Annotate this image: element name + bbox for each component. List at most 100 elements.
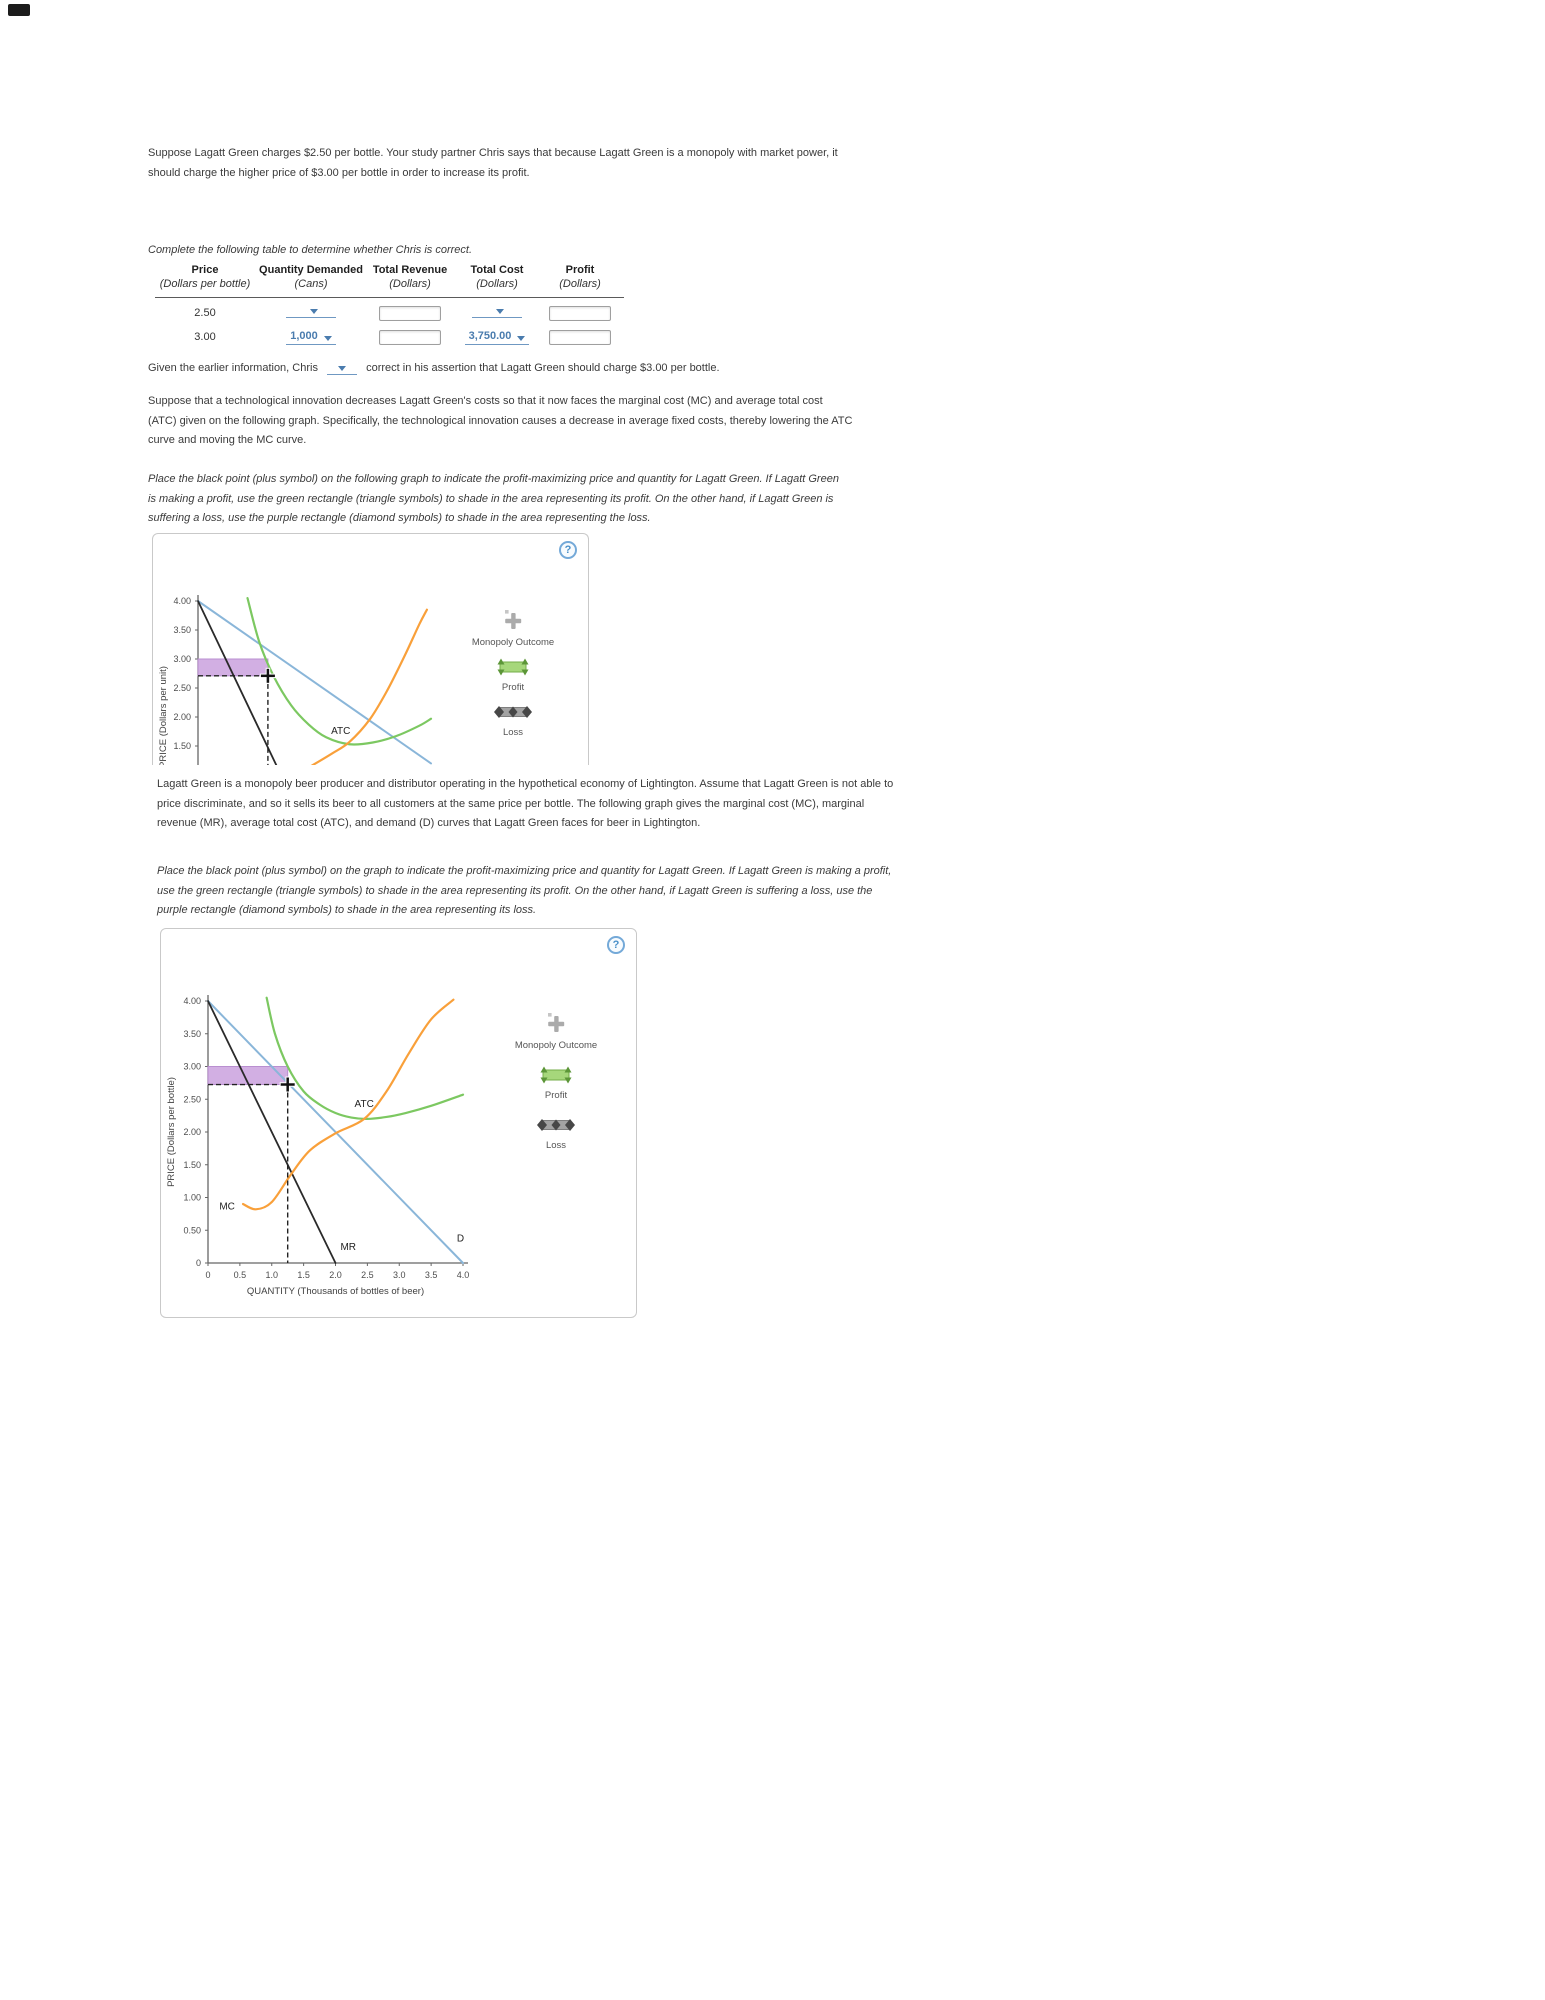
chris-statement-before: Given the earlier information, Chris <box>148 362 318 374</box>
svg-text:3.5: 3.5 <box>425 1270 438 1280</box>
price-value-row2: 3.00 <box>194 331 216 343</box>
svg-text:3.50: 3.50 <box>183 1029 201 1039</box>
legend-item-monopoly-outcome[interactable]: Monopoly Outcome <box>515 1011 597 1051</box>
graph-tool-legend: Monopoly Outcome Profit Loss <box>496 1011 616 1165</box>
col-header-title: Total Cost <box>470 264 524 276</box>
svg-text:1.5: 1.5 <box>297 1270 310 1280</box>
legend-label: Profit <box>544 1090 568 1101</box>
svg-text:2.50: 2.50 <box>183 1094 201 1104</box>
table-instruction: Complete the following table to determin… <box>148 244 473 256</box>
legend-item-profit[interactable]: Profit <box>538 1065 574 1101</box>
svg-text:MC: MC <box>219 1201 235 1212</box>
monopoly-graph-svg[interactable]: 4.00 3.50 3.00 2.50 2.00 1.50 1.00 0.50 00 0.5 1.0… <box>161 929 638 1319</box>
profit-icon <box>495 657 531 677</box>
svg-text:1.50: 1.50 <box>173 741 191 751</box>
col-header-title: Quantity Demanded <box>259 264 363 276</box>
table-row: 3.00 1,000 3,750.00 <box>155 328 624 346</box>
legend-item-loss[interactable]: Loss <box>536 1115 576 1151</box>
total-cost-dropdown-row2[interactable]: 3,750.00 <box>464 329 530 345</box>
innovation-graph-panel: ? 4.00 3.50 3.00 2.50 2.00 1.50 PRICE (Dollars… <box>152 533 589 765</box>
graph-tool-legend: Monopoly Outcome Profit Loss <box>453 608 573 747</box>
svg-text:2.00: 2.00 <box>173 712 191 722</box>
svg-text:ATC: ATC <box>355 1099 374 1110</box>
help-icon[interactable]: ? <box>559 541 577 559</box>
legend-item-monopoly-outcome[interactable]: Monopoly Outcome <box>472 608 554 648</box>
svg-text:3.0: 3.0 <box>393 1270 406 1280</box>
svg-text:2.00: 2.00 <box>183 1127 201 1137</box>
total-revenue-input-row1[interactable] <box>379 305 441 321</box>
svg-text:QUANTITY (Thousands of bottles: QUANTITY (Thousands of bottles of beer) <box>247 1286 424 1297</box>
price-value-row1: 2.50 <box>194 307 216 319</box>
dropdown-value: 1,000 <box>290 329 318 342</box>
svg-text:1.0: 1.0 <box>265 1270 278 1280</box>
col-header-title: Total Revenue <box>372 264 448 276</box>
chris-statement-after: correct in his assertion that Lagatt Gre… <box>366 362 720 374</box>
col-header-units: (Dollars per bottle) <box>159 278 251 290</box>
col-header-units: (Dollars) <box>559 278 601 290</box>
question-table: Price (Dollars per bottle) Quantity Dema… <box>155 263 624 346</box>
col-header-title: Price <box>191 264 219 276</box>
monopoly-outcome-icon <box>544 1011 568 1035</box>
quantity-dropdown-row2[interactable]: 1,000 <box>286 330 336 345</box>
dropdown-value: 3,750.00 <box>468 329 512 342</box>
svg-text:D: D <box>457 1233 464 1244</box>
loss-icon <box>536 1115 576 1135</box>
table-header-row: Price (Dollars per bottle) Quantity Dema… <box>155 263 624 298</box>
monopoly-outcome-icon <box>501 608 525 632</box>
chris-statement: Given the earlier information, Chris cor… <box>148 359 1048 379</box>
svg-text:PRICE (Dollars per bottle): PRICE (Dollars per bottle) <box>166 1077 177 1187</box>
col-header-units: (Dollars) <box>389 278 431 290</box>
svg-text:0: 0 <box>196 1258 201 1268</box>
profit-icon <box>538 1065 574 1085</box>
chevron-down-icon <box>517 335 526 341</box>
chevron-down-icon <box>338 366 347 371</box>
chris-dropdown[interactable] <box>327 366 358 375</box>
svg-text:2.50: 2.50 <box>173 683 191 693</box>
svg-text:2.5: 2.5 <box>361 1270 374 1280</box>
innovation-paragraph: Suppose that a technological innovation … <box>148 395 853 446</box>
placement-instruction-1: Place the black point (plus symbol) on t… <box>148 473 839 524</box>
svg-text:1.50: 1.50 <box>183 1160 201 1170</box>
svg-text:0: 0 <box>205 1270 210 1280</box>
svg-text:0.50: 0.50 <box>183 1225 201 1235</box>
legend-label: Loss <box>545 1140 567 1151</box>
screenshot-artifact-corner <box>8 4 30 16</box>
loss-icon <box>493 702 533 722</box>
legend-item-loss[interactable]: Loss <box>493 702 533 738</box>
svg-text:4.0: 4.0 <box>457 1270 470 1280</box>
legend-item-profit[interactable]: Profit <box>495 657 531 693</box>
legend-label: Profit <box>501 682 525 693</box>
col-header-units: (Cans) <box>294 278 328 290</box>
profit-input-row1[interactable] <box>549 305 611 321</box>
col-header-profit: Profit (Dollars) <box>541 263 619 291</box>
total-revenue-input-row2[interactable] <box>379 329 441 345</box>
svg-text:PRICE (Dollars per unit): PRICE (Dollars per unit) <box>158 666 169 765</box>
monopoly-graph-panel: ? 4.00 3.50 3.00 2.50 2.00 1.50 1.00 0.50 0 0 0.5 1… <box>160 928 637 1318</box>
quantity-dropdown-row1[interactable] <box>286 308 336 318</box>
innovation-graph-svg[interactable]: 4.00 3.50 3.00 2.50 2.00 1.50 PRICE (Dollars p… <box>153 534 589 765</box>
total-cost-dropdown-row1[interactable] <box>472 308 522 318</box>
svg-text:ATC: ATC <box>331 726 350 737</box>
svg-text:1.00: 1.00 <box>183 1193 201 1203</box>
svg-text:3.00: 3.00 <box>173 654 191 664</box>
svg-text:4.00: 4.00 <box>173 596 191 606</box>
svg-text:2.0: 2.0 <box>329 1270 342 1280</box>
svg-text:3.50: 3.50 <box>173 625 191 635</box>
chevron-down-icon <box>323 335 332 341</box>
legend-label: Monopoly Outcome <box>514 1040 598 1051</box>
svg-text:3.00: 3.00 <box>183 1062 201 1072</box>
col-header-title: Profit <box>565 264 595 276</box>
intro-paragraph: Suppose Lagatt Green charges $2.50 per b… <box>148 147 838 179</box>
col-header-cost: Total Cost (Dollars) <box>453 263 541 291</box>
col-header-revenue: Total Revenue (Dollars) <box>367 263 453 291</box>
svg-text:4.00: 4.00 <box>183 996 201 1006</box>
svg-text:0.5: 0.5 <box>234 1270 247 1280</box>
help-icon[interactable]: ? <box>607 936 625 954</box>
legend-label: Loss <box>502 727 524 738</box>
profit-input-row2[interactable] <box>549 329 611 345</box>
monopoly-paragraph: Lagatt Green is a monopoly beer producer… <box>157 778 894 829</box>
placement-instruction-2: Place the black point (plus symbol) on t… <box>157 865 892 916</box>
col-header-units: (Dollars) <box>476 278 518 290</box>
chevron-down-icon <box>496 308 504 314</box>
col-header-price: Price (Dollars per bottle) <box>155 263 255 291</box>
